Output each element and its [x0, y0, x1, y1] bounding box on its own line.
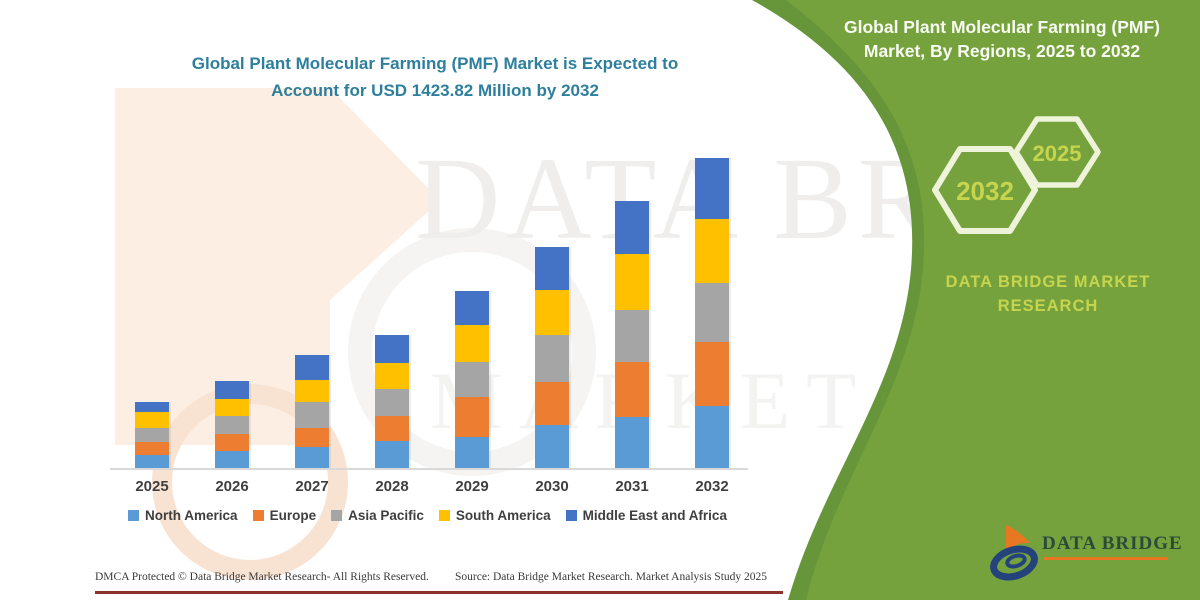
bar-segment-middle-east-and-africa — [295, 354, 329, 380]
brand-name-line2: RESEARCH — [997, 296, 1099, 315]
legend-item-south-america: South America — [438, 508, 551, 523]
x-axis-label-2026: 2026 — [215, 478, 249, 495]
right-panel-title-line2: Market, By Regions, 2025 to 2032 — [863, 40, 1141, 61]
chart-title-line1: Global Plant Molecular Farming (PMF) Mar… — [191, 54, 679, 73]
bar-segment-middle-east-and-africa — [215, 381, 249, 400]
right-panel-title: Global Plant Molecular Farming (PMF) Mar… — [807, 16, 1197, 63]
bar-segment-north-america — [215, 451, 249, 468]
legend-label-south-america: South America — [455, 508, 551, 523]
bar-2028 — [375, 334, 409, 468]
chart-title-line2: Account for USD 1423.82 Million by 2032 — [271, 81, 599, 100]
bar-segment-asia-pacific — [135, 428, 169, 442]
bar-2026 — [215, 381, 249, 468]
hexagon-2032-label: 2032 — [956, 176, 1014, 206]
x-axis-label-2029: 2029 — [455, 478, 489, 495]
legend-label-europe: Europe — [269, 508, 317, 523]
watermark-ring-peach — [152, 384, 348, 580]
logo-wordmark: DATA BRIDGE — [1042, 533, 1183, 554]
legend-label-middle-east-and-africa: Middle East and Africa — [582, 508, 727, 523]
bar-segment-middle-east-and-africa — [375, 334, 409, 363]
bar-segment-south-america — [295, 379, 329, 402]
hexagon-2025 — [1013, 116, 1101, 188]
legend-item-europe: Europe — [252, 508, 317, 523]
bar-segment-north-america — [295, 446, 329, 468]
legend-item-north-america: North America — [128, 508, 238, 523]
bar-segment-europe — [215, 434, 249, 452]
x-axis-label-2027: 2027 — [295, 478, 329, 495]
bar-2031 — [615, 201, 649, 468]
legend-label-asia-pacific: Asia Pacific — [348, 508, 424, 523]
right-panel-title-line1: Global Plant Molecular Farming (PMF) — [844, 17, 1160, 37]
bar-segment-north-america — [135, 454, 169, 468]
chart-legend: North America Europe Asia Pacific South Ame… — [95, 508, 760, 523]
bar-segment-south-america — [455, 324, 489, 362]
bar-segment-south-america — [215, 399, 249, 417]
x-axis-label-2032: 2032 — [695, 478, 729, 495]
bar-segment-north-america — [695, 405, 729, 468]
bar-segment-north-america — [615, 416, 649, 468]
bar-2027 — [295, 354, 329, 468]
legend-swatch-asia-pacific — [331, 510, 343, 521]
bar-segment-asia-pacific — [615, 309, 649, 362]
x-axis-label-2025: 2025 — [135, 478, 169, 495]
bar-segment-south-america — [135, 412, 169, 429]
bar-segment-asia-pacific — [535, 334, 569, 382]
bar-segment-south-america — [615, 254, 649, 310]
footer-divider-line — [95, 591, 783, 594]
bar-segment-europe — [375, 416, 409, 442]
bar-2030 — [535, 246, 569, 468]
bar-segment-north-america — [535, 424, 569, 468]
x-axis-label-2031: 2031 — [615, 478, 649, 495]
bar-segment-middle-east-and-africa — [695, 158, 729, 220]
bar-segment-europe — [135, 441, 169, 455]
brand-name-line1: DATA BRIDGE MARKET — [945, 273, 1151, 291]
bar-segment-europe — [535, 381, 569, 425]
logo-swirl-icon — [990, 545, 1038, 581]
bar-segment-middle-east-and-africa — [135, 402, 169, 413]
legend-item-middle-east-and-africa: Middle East and Africa — [565, 508, 727, 523]
legend-label-north-america: North America — [145, 508, 238, 523]
bar-segment-south-america — [375, 362, 409, 390]
bar-segment-europe — [455, 396, 489, 437]
footer-source-text: Source: Data Bridge Market Research. Mar… — [455, 571, 768, 583]
bar-segment-middle-east-and-africa — [535, 246, 569, 290]
bar-segment-europe — [615, 361, 649, 417]
bar-segment-asia-pacific — [215, 416, 249, 435]
bar-2032 — [695, 158, 729, 468]
bar-2029 — [455, 290, 489, 468]
brand-name-text: DATA BRIDGE MARKET RESEARCH — [888, 271, 1200, 319]
bar-segment-south-america — [695, 219, 729, 283]
watermark-pennant-shape — [115, 88, 430, 445]
bar-segment-south-america — [535, 289, 569, 335]
legend-swatch-north-america — [128, 510, 140, 521]
bar-segment-asia-pacific — [455, 361, 489, 397]
x-axis-label-2028: 2028 — [375, 478, 409, 495]
bar-segment-asia-pacific — [375, 389, 409, 417]
hexagon-2032 — [932, 146, 1038, 234]
bar-segment-asia-pacific — [695, 282, 729, 342]
bar-segment-middle-east-and-africa — [615, 201, 649, 255]
bar-segment-asia-pacific — [295, 401, 329, 429]
bar-segment-europe — [695, 341, 729, 406]
logo-pennant-icon — [1006, 525, 1030, 552]
bar-segment-middle-east-and-africa — [455, 290, 489, 325]
bar-segment-north-america — [375, 441, 409, 468]
x-axis-label-2030: 2030 — [535, 478, 569, 495]
footer-dmca-text: DMCA Protected © Data Bridge Market Rese… — [95, 571, 429, 583]
x-axis-line — [110, 468, 748, 470]
logo-swirl-inner-icon — [1005, 553, 1027, 569]
legend-swatch-middle-east-and-africa — [565, 510, 577, 521]
bar-segment-europe — [295, 428, 329, 447]
legend-swatch-europe — [252, 510, 264, 521]
legend-item-asia-pacific: Asia Pacific — [331, 508, 424, 523]
bar-segment-north-america — [455, 436, 489, 468]
legend-swatch-south-america — [438, 510, 450, 521]
hexagon-2025-label: 2025 — [1032, 141, 1082, 166]
chart-title: Global Plant Molecular Farming (PMF) Mar… — [135, 50, 735, 104]
logo-underline — [1044, 557, 1168, 560]
bar-2025 — [135, 402, 169, 468]
